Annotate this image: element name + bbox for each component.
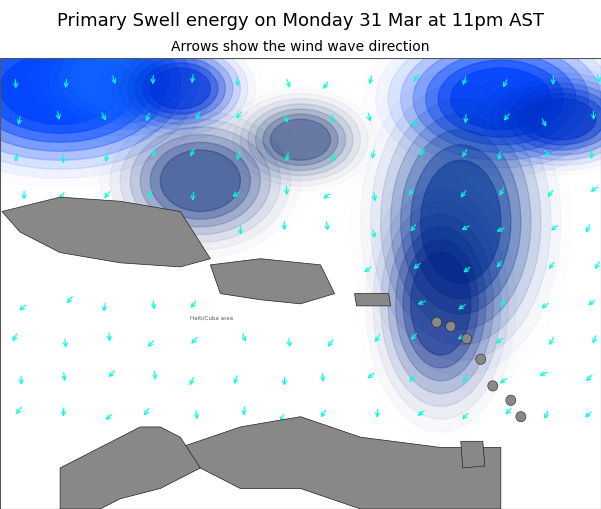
Ellipse shape — [517, 94, 601, 146]
Text: Haiti/Cuba area: Haiti/Cuba area — [191, 315, 233, 320]
Ellipse shape — [426, 53, 576, 146]
Polygon shape — [461, 441, 485, 468]
Text: Primary Swell energy on Monday 31 Mar at 11pm AST: Primary Swell energy on Monday 31 Mar at… — [57, 12, 544, 30]
Circle shape — [516, 412, 526, 422]
Ellipse shape — [0, 26, 165, 152]
Text: Arrows show the wind wave direction: Arrows show the wind wave direction — [171, 40, 430, 54]
Ellipse shape — [391, 115, 531, 330]
Ellipse shape — [0, 53, 120, 125]
Ellipse shape — [380, 202, 501, 407]
Circle shape — [462, 334, 472, 344]
Polygon shape — [355, 294, 391, 306]
Ellipse shape — [395, 228, 486, 381]
Ellipse shape — [380, 99, 541, 345]
Ellipse shape — [438, 61, 564, 138]
Ellipse shape — [130, 128, 270, 235]
Ellipse shape — [482, 74, 601, 166]
Polygon shape — [180, 417, 501, 509]
Ellipse shape — [410, 146, 511, 299]
Ellipse shape — [120, 48, 240, 130]
Ellipse shape — [70, 47, 170, 111]
Polygon shape — [210, 259, 335, 304]
Circle shape — [432, 318, 442, 328]
Ellipse shape — [150, 69, 210, 110]
Ellipse shape — [60, 41, 180, 118]
Ellipse shape — [421, 161, 501, 284]
Circle shape — [488, 381, 498, 391]
Ellipse shape — [113, 43, 248, 135]
Circle shape — [476, 354, 486, 364]
Ellipse shape — [80, 53, 160, 105]
Ellipse shape — [401, 130, 521, 315]
Ellipse shape — [270, 120, 331, 161]
Ellipse shape — [240, 99, 361, 181]
Ellipse shape — [410, 253, 471, 355]
Ellipse shape — [388, 31, 601, 168]
Ellipse shape — [160, 151, 240, 212]
Polygon shape — [60, 427, 200, 509]
Ellipse shape — [491, 79, 601, 161]
Ellipse shape — [135, 59, 225, 120]
Circle shape — [446, 322, 456, 332]
Ellipse shape — [0, 9, 195, 170]
Ellipse shape — [120, 120, 281, 243]
Ellipse shape — [50, 34, 191, 124]
Ellipse shape — [0, 18, 180, 161]
Ellipse shape — [451, 69, 551, 130]
Circle shape — [506, 395, 516, 406]
Ellipse shape — [263, 115, 338, 166]
Ellipse shape — [413, 46, 588, 153]
Ellipse shape — [508, 89, 601, 151]
Ellipse shape — [388, 215, 493, 394]
Ellipse shape — [150, 143, 251, 220]
Ellipse shape — [140, 135, 260, 228]
Ellipse shape — [499, 84, 601, 156]
Ellipse shape — [403, 240, 478, 368]
Ellipse shape — [143, 64, 218, 115]
Ellipse shape — [526, 99, 596, 140]
Ellipse shape — [255, 110, 346, 171]
Polygon shape — [2, 198, 210, 267]
Ellipse shape — [401, 38, 601, 161]
Ellipse shape — [248, 105, 353, 176]
Ellipse shape — [40, 28, 200, 130]
Ellipse shape — [371, 84, 551, 360]
Ellipse shape — [128, 53, 233, 125]
Ellipse shape — [0, 36, 150, 143]
Ellipse shape — [0, 44, 135, 134]
Ellipse shape — [30, 21, 210, 136]
